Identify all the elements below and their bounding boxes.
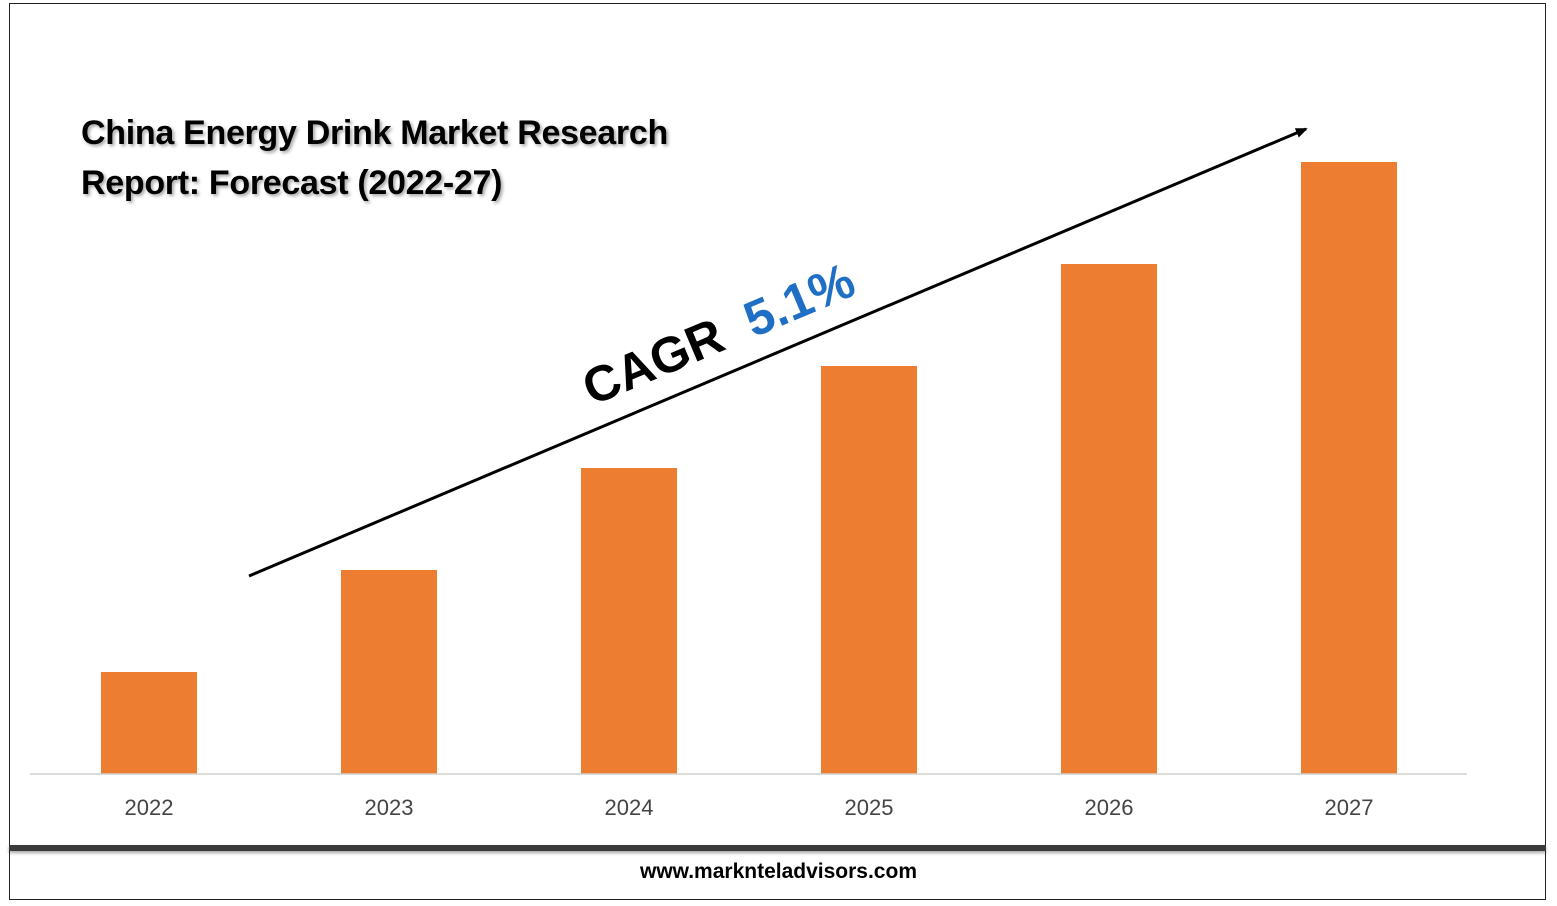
- bar-2024: [581, 468, 677, 774]
- bar-2023: [341, 570, 437, 774]
- x-tick-label-2026: 2026: [1085, 795, 1134, 820]
- trend-arrow: [248, 127, 1308, 578]
- footer-divider: [9, 845, 1546, 851]
- x-tick-label-2027: 2027: [1325, 795, 1374, 820]
- chart-frame: [9, 3, 1546, 900]
- chart-title: China Energy Drink Market Research Repor…: [81, 114, 668, 202]
- bar-2022: [101, 672, 197, 774]
- bar-2025: [821, 366, 917, 774]
- footer-website-link[interactable]: www.marknteladvisors.com: [640, 860, 917, 883]
- x-tick-label-2022: 2022: [125, 795, 174, 820]
- cagr-value: 5.1%: [736, 252, 863, 348]
- x-tick-label-2024: 2024: [605, 795, 654, 820]
- x-tick-label-2023: 2023: [365, 795, 414, 820]
- bar-2027: [1301, 162, 1397, 774]
- bar-2026: [1061, 264, 1157, 774]
- cagr-label: CAGR: [574, 307, 731, 416]
- x-tick-label-2025: 2025: [845, 795, 894, 820]
